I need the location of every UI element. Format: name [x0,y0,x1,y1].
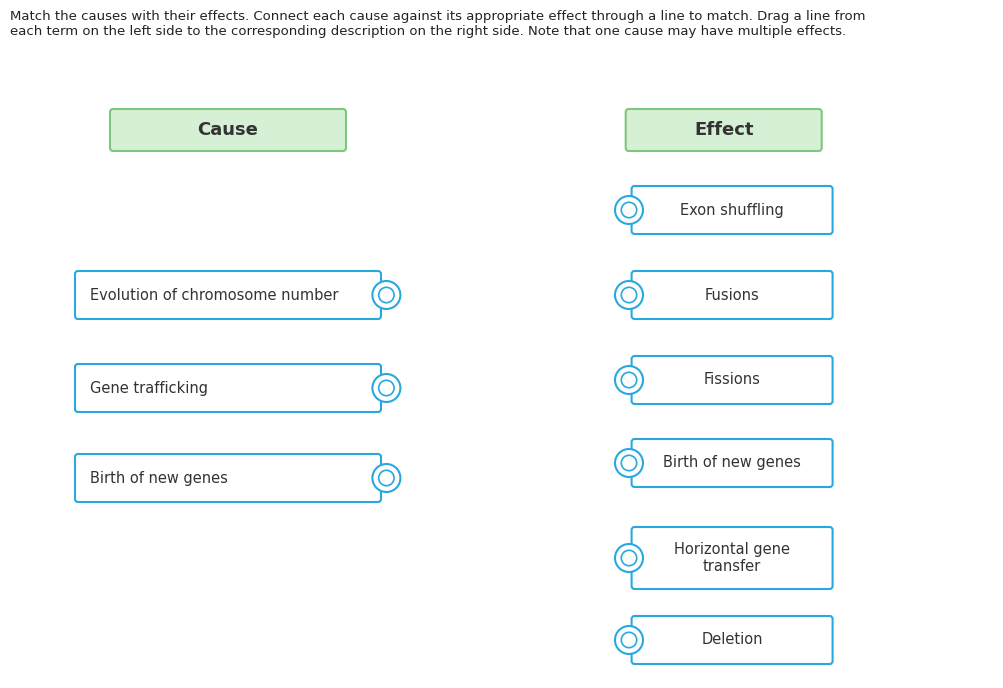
Ellipse shape [621,202,636,217]
FancyBboxPatch shape [75,454,380,502]
Ellipse shape [621,632,636,647]
FancyBboxPatch shape [75,271,380,319]
Text: Effect: Effect [693,121,752,139]
FancyBboxPatch shape [631,527,831,589]
Text: Fissions: Fissions [703,372,760,387]
Text: Fusions: Fusions [704,288,758,303]
Ellipse shape [615,544,642,572]
Ellipse shape [372,374,400,402]
FancyBboxPatch shape [631,356,831,404]
Ellipse shape [615,449,642,477]
FancyBboxPatch shape [631,616,831,664]
Ellipse shape [378,288,394,303]
Ellipse shape [621,288,636,303]
Ellipse shape [621,455,636,471]
Text: Horizontal gene
transfer: Horizontal gene transfer [673,542,789,574]
FancyBboxPatch shape [75,364,380,412]
Ellipse shape [372,464,400,492]
FancyBboxPatch shape [110,109,346,151]
FancyBboxPatch shape [631,439,831,487]
Text: Exon shuffling: Exon shuffling [680,202,783,217]
FancyBboxPatch shape [631,271,831,319]
Ellipse shape [615,196,642,224]
FancyBboxPatch shape [625,109,820,151]
Ellipse shape [378,471,394,486]
Ellipse shape [621,372,636,388]
Text: Evolution of chromosome number: Evolution of chromosome number [90,288,338,303]
FancyBboxPatch shape [631,186,831,234]
Text: Gene trafficking: Gene trafficking [90,380,208,396]
Text: Cause: Cause [198,121,258,139]
Ellipse shape [615,366,642,394]
Text: Birth of new genes: Birth of new genes [90,471,228,486]
Text: Match the causes with their effects. Connect each cause against its appropriate : Match the causes with their effects. Con… [10,10,865,38]
Ellipse shape [621,550,636,566]
Text: Deletion: Deletion [701,632,762,647]
Ellipse shape [615,281,642,309]
Ellipse shape [378,380,394,396]
Ellipse shape [615,626,642,654]
Text: Birth of new genes: Birth of new genes [663,455,800,471]
Ellipse shape [372,281,400,309]
